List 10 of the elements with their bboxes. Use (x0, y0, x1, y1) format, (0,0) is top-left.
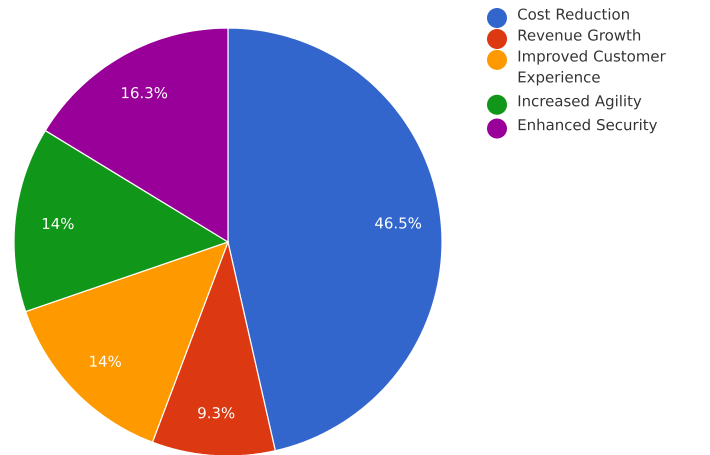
legend-label: Improved Customer Experience (518, 50, 666, 86)
data-label: 16.3% (122, 87, 168, 98)
data-label: 9.3% (198, 407, 234, 418)
data-label: 14% (90, 356, 121, 367)
legend-label: Increased Agility (518, 94, 642, 110)
data-label: 14% (42, 218, 74, 230)
legend-label: Enhanced Security (518, 118, 658, 134)
legend-label: Cost Reduction (518, 8, 629, 20)
legend-label: Revenue Growth (518, 29, 640, 41)
data-label: 46.5% (375, 217, 422, 229)
